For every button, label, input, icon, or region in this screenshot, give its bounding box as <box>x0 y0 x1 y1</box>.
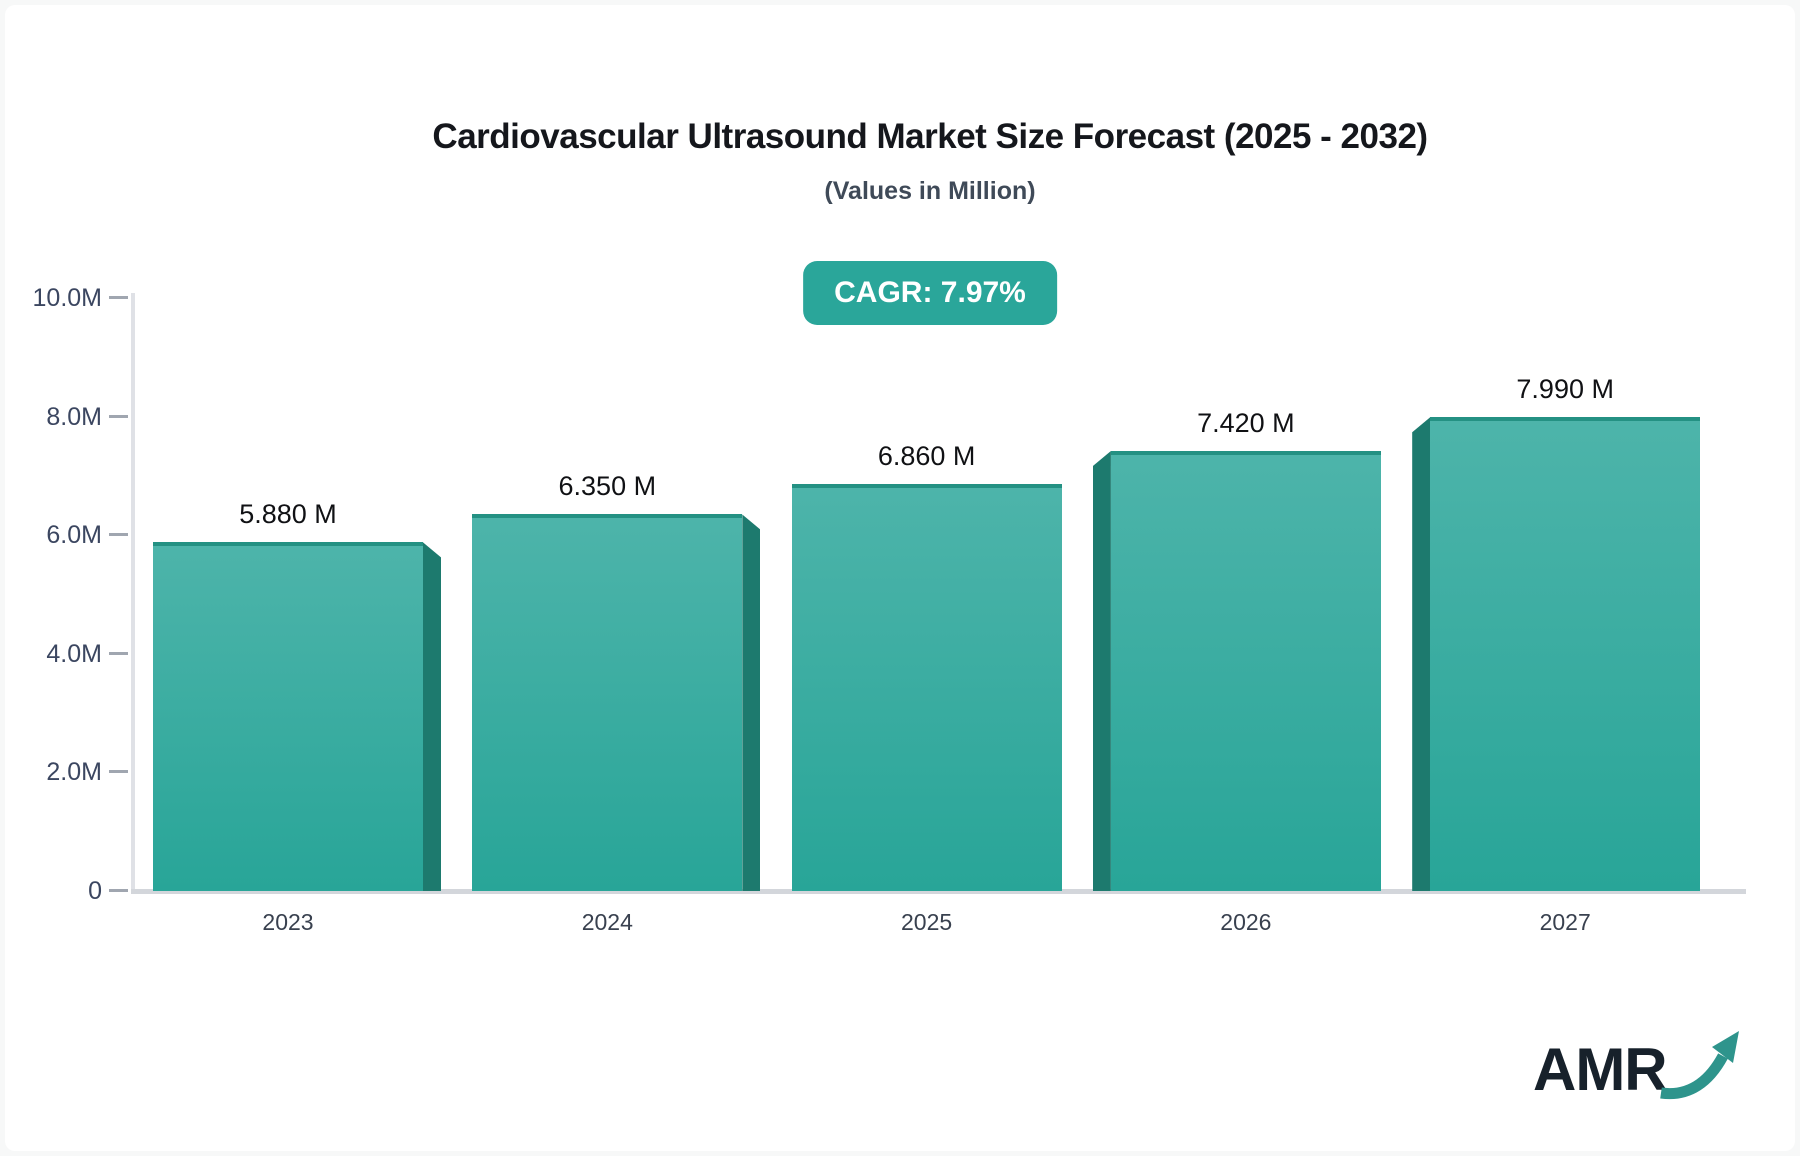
y-tick-dash <box>109 770 128 774</box>
y-tick-dash <box>109 889 128 892</box>
bar-3d-side <box>1092 450 1111 891</box>
y-tick-label: 2.0M <box>46 758 102 787</box>
bar-value-label: 7.420 M <box>1197 407 1295 438</box>
amr-logo-text: AMR <box>1533 1036 1668 1103</box>
bar-3d-side <box>1412 417 1431 891</box>
y-tick-dash <box>109 533 128 537</box>
bar-2024 <box>472 514 743 891</box>
x-axis-baseline <box>131 889 1746 894</box>
bar-2026 <box>1110 450 1381 891</box>
chart-card: Cardiovascular Ultrasound Market Size Fo… <box>5 5 1795 1151</box>
bar-value-label: 6.860 M <box>877 441 976 472</box>
y-tick-dash <box>109 296 128 299</box>
bar-value-label: 5.880 M <box>239 499 337 530</box>
bar-value-label: 7.990 M <box>1516 374 1614 405</box>
bar-value-label: 6.350 M <box>558 471 657 502</box>
y-tick-label: 6.0M <box>46 521 102 550</box>
x-axis-label: 2026 <box>1220 909 1272 935</box>
x-axis-label: 2024 <box>581 909 633 935</box>
amr-logo-growth-arrow-icon <box>1659 1030 1739 1099</box>
y-tick-label: 0 <box>88 877 102 905</box>
bar-2025 <box>791 484 1062 891</box>
x-axis-label: 2023 <box>262 909 314 935</box>
y-tick-label: 8.0M <box>46 402 102 431</box>
chart-title: Cardiovascular Ultrasound Market Size Fo… <box>432 117 1428 156</box>
x-axis-label: 2027 <box>1539 909 1591 935</box>
y-tick-dash <box>109 651 128 655</box>
x-axis-label: 2025 <box>901 909 953 935</box>
cagr-badge: CAGR: 7.97% <box>803 261 1057 325</box>
plot-area: 10.0M 8.0M 6.0M 4.0M 2.0M 0 5.880 M 2023 6.350 M… <box>5 5 1795 1151</box>
y-axis-line <box>131 293 135 893</box>
y-tick-label: 4.0M <box>46 639 102 668</box>
y-tick-label: 10.0M <box>32 284 102 312</box>
bar-2023 <box>153 542 423 891</box>
chart-subtitle: (Values in Million) <box>824 177 1036 205</box>
bar-3d-side <box>742 514 761 891</box>
bar-2027 <box>1430 417 1701 891</box>
amr-logo: AMR <box>1533 1030 1747 1104</box>
bar-3d-side <box>423 542 441 891</box>
y-tick-dash <box>109 414 128 418</box>
